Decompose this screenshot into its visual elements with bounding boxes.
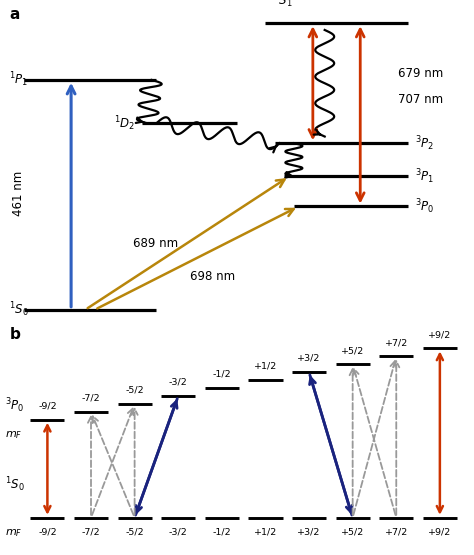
Text: $^1P_1$: $^1P_1$ (9, 70, 29, 89)
Text: +9/2: +9/2 (428, 330, 452, 339)
Text: -1/2: -1/2 (212, 527, 231, 536)
Text: $^3P_2$: $^3P_2$ (415, 134, 434, 153)
Text: $^3P_1$: $^3P_1$ (415, 167, 434, 186)
Text: -1/2: -1/2 (212, 370, 231, 379)
Text: $^3P_0$: $^3P_0$ (415, 197, 434, 216)
Text: +7/2: +7/2 (384, 527, 408, 536)
Text: 698 nm: 698 nm (190, 270, 235, 283)
Text: 689 nm: 689 nm (133, 236, 178, 250)
Text: +5/2: +5/2 (341, 527, 365, 536)
Text: -5/2: -5/2 (125, 386, 144, 395)
Text: +5/2: +5/2 (341, 346, 365, 355)
Text: +7/2: +7/2 (384, 338, 408, 347)
Text: $^3P_0$: $^3P_0$ (5, 396, 24, 415)
Text: $m_F$: $m_F$ (5, 527, 22, 539)
Text: -7/2: -7/2 (82, 393, 100, 402)
Text: +9/2: +9/2 (428, 527, 452, 536)
Text: +1/2: +1/2 (254, 527, 277, 536)
Text: 679 nm: 679 nm (398, 67, 443, 80)
Text: $^1D_2$: $^1D_2$ (114, 114, 135, 133)
Text: -9/2: -9/2 (38, 527, 57, 536)
Text: 707 nm: 707 nm (398, 93, 443, 107)
Text: -5/2: -5/2 (125, 527, 144, 536)
Text: $m_F$: $m_F$ (5, 429, 22, 441)
Text: -7/2: -7/2 (82, 527, 100, 536)
Text: $^3S_1$: $^3S_1$ (273, 0, 292, 10)
Text: -3/2: -3/2 (169, 527, 188, 536)
Text: a: a (9, 7, 20, 22)
Text: +3/2: +3/2 (297, 354, 321, 363)
Text: $^1S_0$: $^1S_0$ (9, 300, 29, 319)
Text: +1/2: +1/2 (254, 362, 277, 371)
Text: -3/2: -3/2 (169, 378, 188, 387)
Text: +3/2: +3/2 (297, 527, 321, 536)
Text: $^1S_0$: $^1S_0$ (5, 476, 25, 495)
Text: 461 nm: 461 nm (12, 170, 26, 216)
Text: -9/2: -9/2 (38, 401, 57, 411)
Text: b: b (9, 326, 20, 341)
